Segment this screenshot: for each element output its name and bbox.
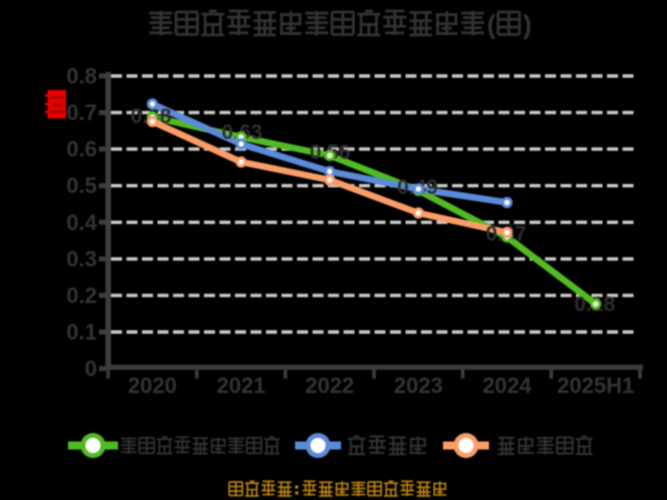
- svg-text:2021: 2021: [217, 373, 266, 398]
- svg-text:0.3: 0.3: [66, 246, 97, 271]
- svg-text:0.5: 0.5: [66, 173, 97, 198]
- svg-text:0: 0: [85, 356, 97, 381]
- svg-text:0.7: 0.7: [66, 100, 97, 125]
- svg-text:2020: 2020: [128, 373, 177, 398]
- svg-text:0.8: 0.8: [66, 64, 97, 89]
- svg-text:2023: 2023: [394, 373, 443, 398]
- svg-text:0.6: 0.6: [66, 137, 97, 162]
- svg-text:2022: 2022: [305, 373, 354, 398]
- svg-text:2025H1: 2025H1: [557, 373, 634, 398]
- svg-text:(: (: [487, 10, 496, 40]
- svg-text:2024: 2024: [483, 373, 533, 398]
- svg-text:0.1: 0.1: [66, 320, 97, 345]
- svg-text:0.2: 0.2: [66, 283, 97, 308]
- svg-text:0.4: 0.4: [66, 210, 97, 235]
- svg-text:): ): [523, 10, 532, 40]
